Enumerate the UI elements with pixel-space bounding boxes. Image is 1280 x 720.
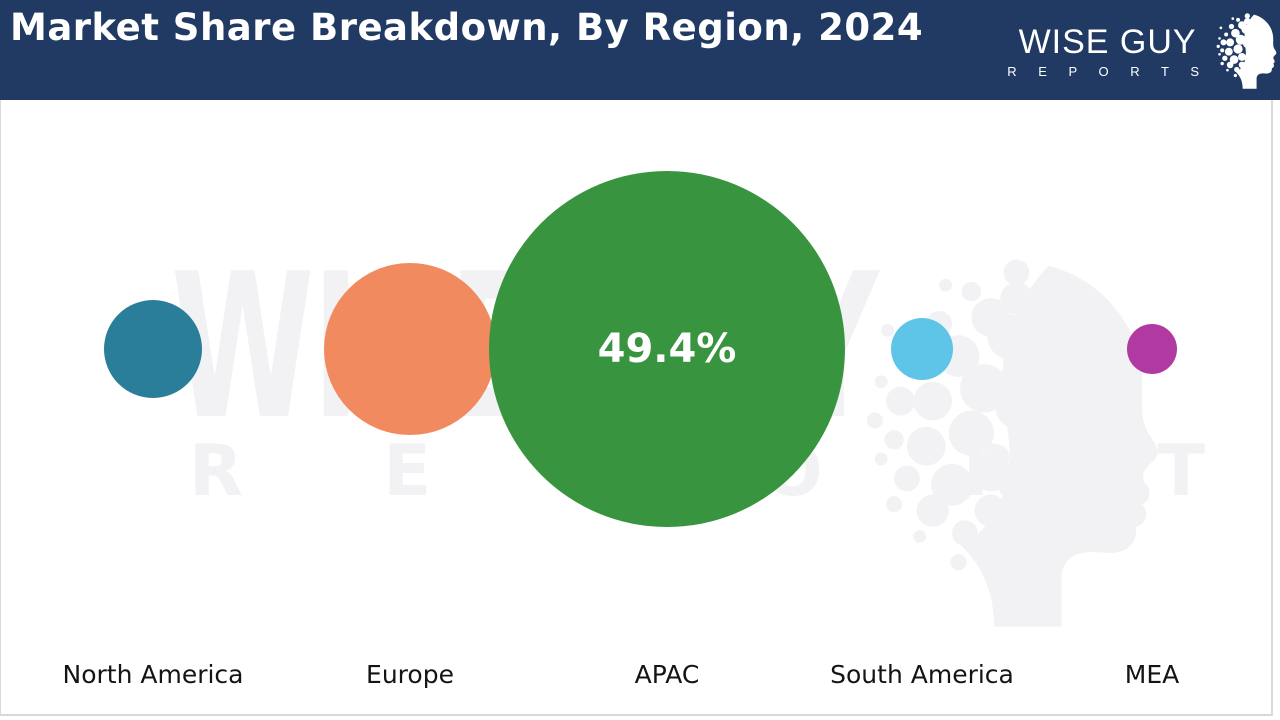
chart-area: WISE GUY R E P O R T S xyxy=(0,100,1273,716)
bubble-north-america xyxy=(104,300,202,398)
bubble-value-label: 49.4% xyxy=(597,326,737,372)
logo-text: WISE GUY R E P O R T S xyxy=(1007,23,1208,79)
category-label-mea: MEA xyxy=(1124,660,1180,689)
bubble-south-america xyxy=(891,318,953,380)
dotted-head-profile-icon xyxy=(1216,13,1277,89)
category-label-apac: APAC xyxy=(634,660,700,689)
header-bar: Market Share Breakdown, By Region, 2024 … xyxy=(0,0,1280,100)
bubble-mea xyxy=(1127,324,1177,374)
category-label-north-america: North America xyxy=(62,660,244,689)
category-label-south-america: South America xyxy=(830,660,1014,689)
logo-subtitle: R E P O R T S xyxy=(1007,64,1208,79)
category-label-europe: Europe xyxy=(366,660,454,689)
watermark-head-profile-icon xyxy=(866,259,1158,627)
page-title: Market Share Breakdown, By Region, 2024 xyxy=(10,6,924,49)
bubble-apac: 49.4% xyxy=(489,171,845,527)
logo-wordmark: WISE GUY xyxy=(1018,23,1197,61)
wise-guy-logo: WISE GUY R E P O R T S xyxy=(1007,8,1280,94)
bubble-europe xyxy=(324,263,496,435)
